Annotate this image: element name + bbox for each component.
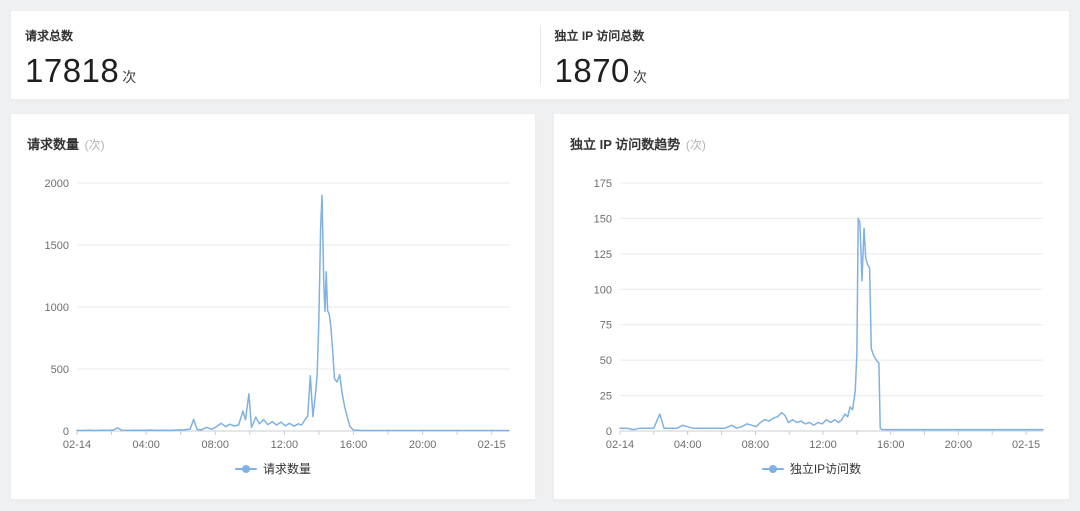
stat-total-requests-value: 17818	[25, 52, 120, 89]
svg-text:100: 100	[594, 284, 612, 296]
svg-text:175: 175	[594, 178, 612, 190]
svg-text:25: 25	[600, 391, 612, 403]
stat-total-requests-value-row: 17818 次	[25, 52, 524, 90]
stat-unique-ips: 独立 IP 访问总数 1870 次	[541, 11, 1070, 99]
svg-text:1000: 1000	[45, 302, 69, 314]
svg-text:150: 150	[594, 213, 612, 225]
requests-chart-card: 请求数量 (次) 0 500 1000 1500 2000 02-14 04:00 08:00…	[10, 113, 536, 500]
stat-total-requests-label: 请求总数	[25, 29, 74, 43]
svg-text:0: 0	[63, 426, 69, 438]
svg-text:08:00: 08:00	[201, 439, 229, 451]
svg-text:2000: 2000	[45, 178, 69, 190]
stat-unique-ips-label: 独立 IP 访问总数	[554, 29, 645, 43]
unique-ip-chart-legend-label: 独立IP访问数	[789, 462, 862, 476]
requests-chart-legend[interactable]: 请求数量	[27, 460, 519, 477]
svg-text:500: 500	[51, 364, 69, 376]
stat-unique-ips-unit: 次	[632, 69, 647, 85]
svg-text:04:00: 04:00	[674, 439, 702, 451]
svg-text:20:00: 20:00	[945, 439, 973, 451]
svg-text:02-14: 02-14	[63, 439, 91, 451]
requests-line-chart: 0 500 1000 1500 2000 02-14 04:00 08:00 12:00 16:0…	[45, 178, 510, 451]
requests-chart-title-unit: (次)	[84, 138, 105, 152]
stat-divider	[539, 25, 541, 85]
requests-chart-title: 请求数量 (次)	[27, 136, 519, 154]
svg-text:125: 125	[594, 249, 612, 261]
stat-unique-ips-value: 1870	[554, 52, 630, 89]
svg-text:04:00: 04:00	[132, 439, 160, 451]
svg-text:12:00: 12:00	[809, 439, 837, 451]
stat-total-requests-unit: 次	[122, 69, 137, 85]
stat-total-requests: 请求总数 17818 次	[11, 11, 540, 99]
svg-text:16:00: 16:00	[340, 439, 368, 451]
svg-text:0: 0	[606, 426, 612, 438]
unique-ip-chart-legend[interactable]: 独立IP访问数	[570, 460, 1053, 477]
unique-ip-chart-title-text: 独立 IP 访问数趋势	[570, 137, 681, 152]
svg-text:02-15: 02-15	[1012, 439, 1040, 451]
unique-ip-line-chart: 0 25 50 75 100 125 150 175 02-14 04:00 08:00 12:00 1…	[594, 178, 1044, 451]
summary-card: 请求总数 17818 次 独立 IP 访问总数 1870 次	[10, 10, 1070, 100]
stat-unique-ips-value-row: 1870 次	[555, 52, 1054, 90]
svg-text:02-15: 02-15	[478, 439, 506, 451]
charts-row: 请求数量 (次) 0 500 1000 1500 2000 02-14 04:00 08:00…	[10, 113, 1070, 500]
svg-text:16:00: 16:00	[877, 439, 905, 451]
svg-text:1500: 1500	[45, 240, 69, 252]
unique-ip-chart-title-unit: (次)	[685, 138, 706, 152]
svg-text:12:00: 12:00	[271, 439, 299, 451]
svg-text:02-14: 02-14	[606, 439, 634, 451]
requests-chart-legend-label: 请求数量	[262, 462, 311, 476]
svg-text:08:00: 08:00	[742, 439, 770, 451]
unique-ip-chart-title: 独立 IP 访问数趋势 (次)	[570, 136, 1053, 154]
line-dot-legend-marker-icon	[761, 464, 784, 474]
unique-ip-chart-card: 独立 IP 访问数趋势 (次) 0 25 50 75 100 125 150 175 02-14…	[553, 113, 1070, 500]
line-dot-legend-marker-icon	[234, 464, 257, 474]
svg-text:75: 75	[600, 320, 612, 332]
requests-chart-title-text: 请求数量	[27, 137, 80, 152]
svg-text:20:00: 20:00	[409, 439, 437, 451]
svg-text:50: 50	[600, 355, 612, 367]
